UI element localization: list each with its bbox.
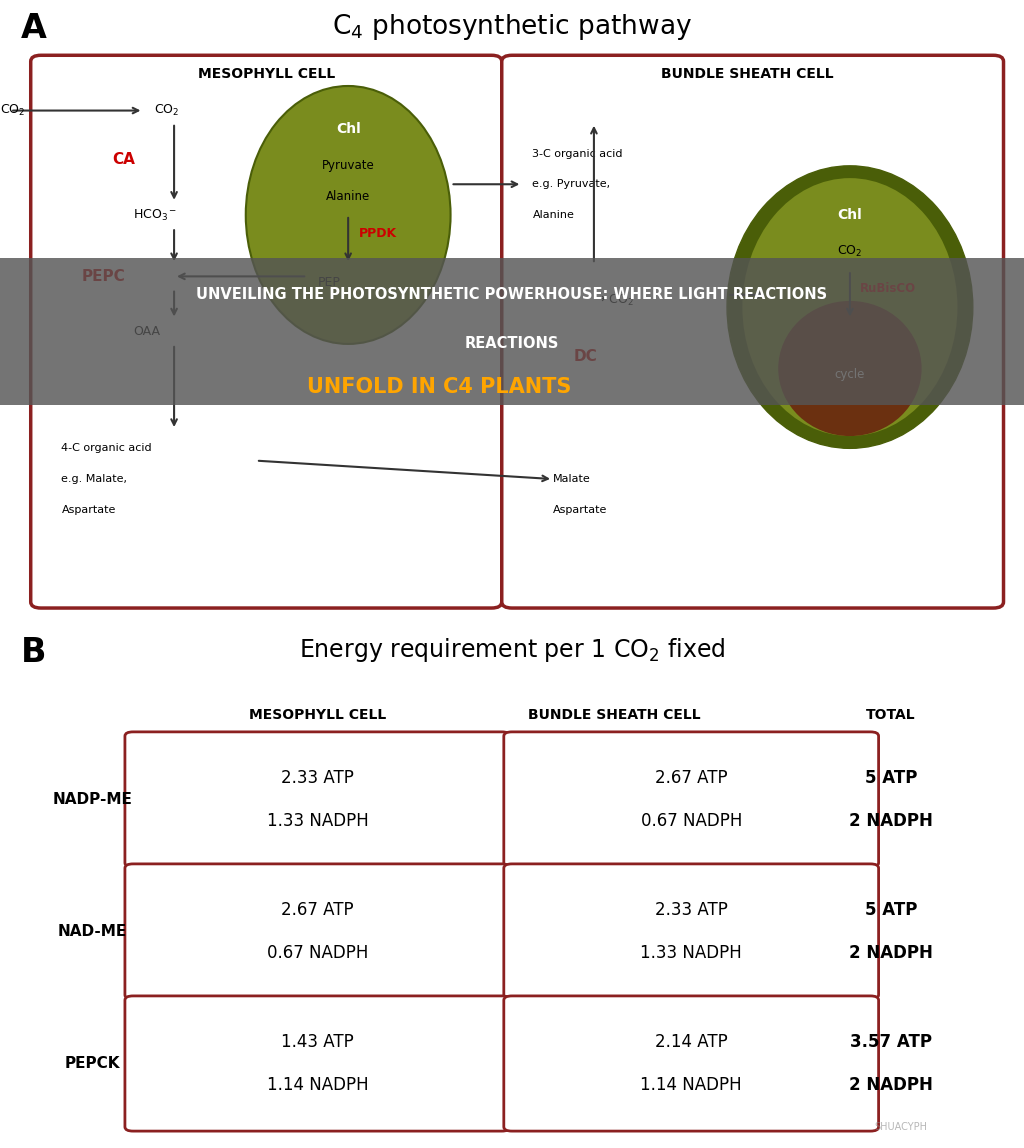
Text: 2 NADPH: 2 NADPH bbox=[849, 1076, 933, 1094]
Text: SHUACYPH: SHUACYPH bbox=[874, 1122, 928, 1132]
FancyBboxPatch shape bbox=[31, 55, 502, 608]
Text: 2.14 ATP: 2.14 ATP bbox=[654, 1033, 728, 1052]
Text: CA: CA bbox=[113, 153, 135, 168]
Text: 5 ATP: 5 ATP bbox=[864, 901, 918, 920]
Text: PEPCK: PEPCK bbox=[65, 1056, 120, 1071]
Text: 2 NADPH: 2 NADPH bbox=[849, 944, 933, 962]
FancyBboxPatch shape bbox=[125, 864, 510, 999]
FancyBboxPatch shape bbox=[502, 55, 1004, 608]
FancyBboxPatch shape bbox=[125, 996, 510, 1131]
Text: Chl: Chl bbox=[336, 122, 360, 135]
Text: Alanine: Alanine bbox=[326, 191, 371, 203]
Text: 3.57 ATP: 3.57 ATP bbox=[850, 1033, 932, 1052]
Text: A: A bbox=[20, 13, 46, 45]
Text: CO$_2$: CO$_2$ bbox=[0, 103, 26, 118]
Text: UNFOLD IN C4 PLANTS: UNFOLD IN C4 PLANTS bbox=[307, 377, 571, 397]
Text: 1.33 NADPH: 1.33 NADPH bbox=[640, 944, 742, 962]
Text: PEPC: PEPC bbox=[82, 269, 126, 284]
Text: BUNDLE SHEATH CELL: BUNDLE SHEATH CELL bbox=[528, 708, 700, 722]
Text: Aspartate: Aspartate bbox=[553, 505, 607, 514]
Text: PEP: PEP bbox=[317, 276, 340, 289]
Text: Malate: Malate bbox=[553, 474, 591, 484]
Text: DC: DC bbox=[573, 349, 597, 364]
Text: REACTIONS: REACTIONS bbox=[465, 336, 559, 351]
Text: Aspartate: Aspartate bbox=[61, 505, 116, 514]
Text: Pyruvate: Pyruvate bbox=[322, 160, 375, 172]
FancyBboxPatch shape bbox=[504, 996, 879, 1131]
Text: 0.67 NADPH: 0.67 NADPH bbox=[641, 812, 741, 830]
Text: Chl: Chl bbox=[838, 208, 862, 222]
Text: 2.33 ATP: 2.33 ATP bbox=[654, 901, 728, 920]
Text: BUNDLE SHEATH CELL: BUNDLE SHEATH CELL bbox=[662, 67, 834, 80]
Ellipse shape bbox=[727, 165, 973, 449]
Text: 3-C organic acid: 3-C organic acid bbox=[532, 148, 623, 158]
Text: → CO$_2$: → CO$_2$ bbox=[594, 294, 634, 309]
Text: 5 ATP: 5 ATP bbox=[864, 769, 918, 788]
Text: B: B bbox=[20, 636, 46, 669]
Text: UNVEILING THE PHOTOSYNTHETIC POWERHOUSE: WHERE LIGHT REACTIONS: UNVEILING THE PHOTOSYNTHETIC POWERHOUSE:… bbox=[197, 287, 827, 302]
Text: 4-C organic acid: 4-C organic acid bbox=[61, 443, 153, 453]
Text: 1.43 ATP: 1.43 ATP bbox=[281, 1033, 354, 1052]
Text: e.g. Malate,: e.g. Malate, bbox=[61, 474, 127, 484]
Text: 2.67 ATP: 2.67 ATP bbox=[282, 901, 353, 920]
Text: C$_4$ photosynthetic pathway: C$_4$ photosynthetic pathway bbox=[332, 13, 692, 42]
Text: 1.14 NADPH: 1.14 NADPH bbox=[266, 1076, 369, 1094]
Text: OAA: OAA bbox=[133, 325, 160, 339]
Ellipse shape bbox=[742, 178, 957, 436]
Ellipse shape bbox=[778, 301, 922, 436]
Text: MESOPHYLL CELL: MESOPHYLL CELL bbox=[198, 67, 335, 80]
Text: MESOPHYLL CELL: MESOPHYLL CELL bbox=[249, 708, 386, 722]
FancyBboxPatch shape bbox=[504, 732, 879, 867]
FancyBboxPatch shape bbox=[504, 864, 879, 999]
Text: 0.67 NADPH: 0.67 NADPH bbox=[267, 944, 368, 962]
Bar bbox=[0, 258, 1024, 405]
Text: 2.33 ATP: 2.33 ATP bbox=[281, 769, 354, 788]
Text: 1.33 NADPH: 1.33 NADPH bbox=[266, 812, 369, 830]
Text: Energy requirement per 1 CO$_2$ fixed: Energy requirement per 1 CO$_2$ fixed bbox=[299, 636, 725, 664]
Text: 2 NADPH: 2 NADPH bbox=[849, 812, 933, 830]
Text: NADP-ME: NADP-ME bbox=[52, 792, 132, 807]
Text: cycle: cycle bbox=[835, 369, 865, 381]
Text: CO$_2$: CO$_2$ bbox=[838, 245, 862, 259]
Text: TOTAL: TOTAL bbox=[866, 708, 915, 722]
FancyBboxPatch shape bbox=[125, 732, 510, 867]
Text: 1.14 NADPH: 1.14 NADPH bbox=[640, 1076, 742, 1094]
Text: HCO$_3$$^-$: HCO$_3$$^-$ bbox=[133, 208, 177, 223]
Ellipse shape bbox=[246, 86, 451, 344]
Text: PPDK: PPDK bbox=[358, 227, 396, 240]
Text: e.g. Pyruvate,: e.g. Pyruvate, bbox=[532, 179, 610, 189]
Text: RuBisCO: RuBisCO bbox=[860, 282, 916, 295]
Text: Alanine: Alanine bbox=[532, 210, 574, 220]
Text: CO$_2$: CO$_2$ bbox=[154, 103, 179, 118]
Text: 2.67 ATP: 2.67 ATP bbox=[655, 769, 727, 788]
Text: NAD-ME: NAD-ME bbox=[57, 924, 127, 939]
